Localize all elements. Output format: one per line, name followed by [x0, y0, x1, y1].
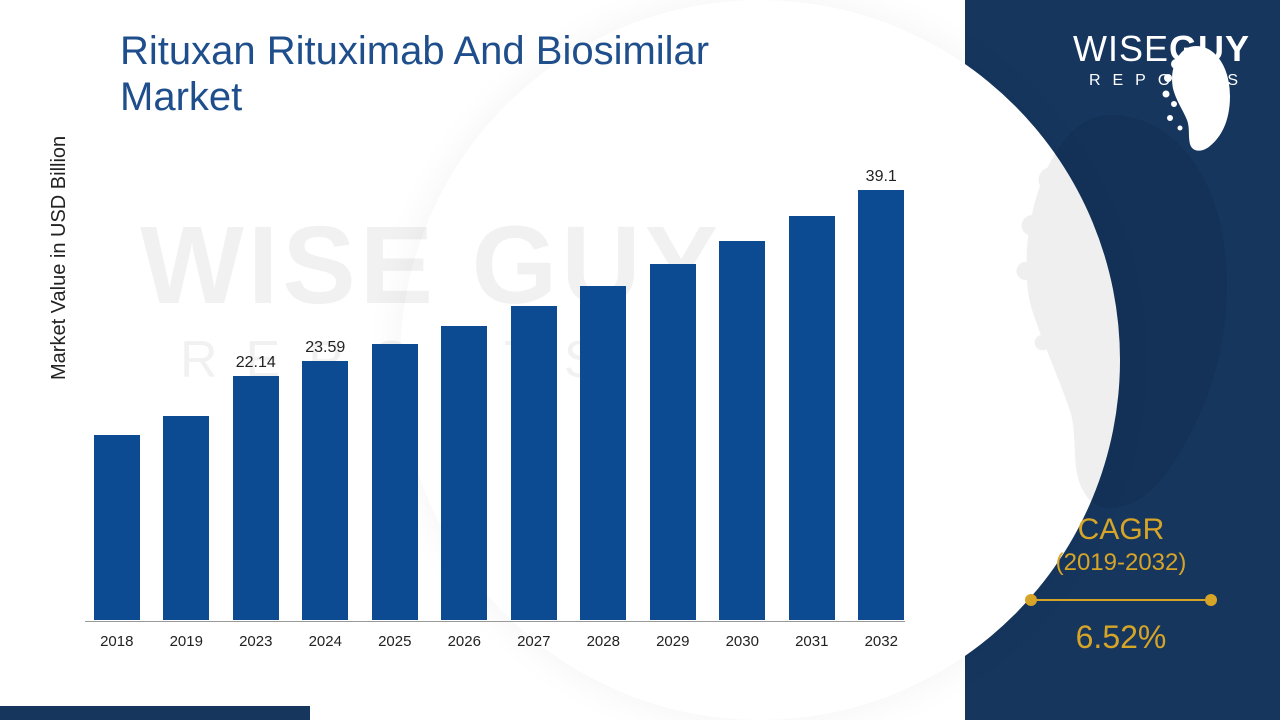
bar-column — [371, 322, 419, 620]
bar-column — [719, 219, 767, 620]
cagr-box: CAGR (2019-2032) 6.52% — [1006, 513, 1236, 656]
x-tick-label: 2027 — [510, 633, 558, 650]
x-tick-label: 2025 — [371, 633, 419, 650]
x-tick-label: 2026 — [441, 633, 489, 650]
bar-rect — [511, 306, 557, 620]
bars-container: 22.14 23.59 39.1 — [85, 160, 905, 620]
bottom-accent-bar — [0, 706, 310, 720]
bar-value-label: 23.59 — [305, 339, 345, 357]
bar-rect — [372, 344, 418, 620]
bar-rect — [94, 435, 140, 620]
bar-column — [93, 413, 141, 620]
bar-column — [649, 242, 697, 620]
bar-value-label: 39.1 — [866, 168, 897, 186]
bar-rect — [580, 286, 626, 620]
brand-logo: WISEGUY REPORTS — [1073, 28, 1250, 90]
bar-value-label: 22.14 — [236, 354, 276, 372]
x-axis-line — [85, 621, 905, 622]
bar-column — [441, 304, 489, 620]
x-tick-label: 2019 — [163, 633, 211, 650]
bar-rect — [302, 361, 348, 620]
x-tick-label: 2032 — [858, 633, 906, 650]
bar-rect — [233, 376, 279, 620]
x-tick-label: 2031 — [788, 633, 836, 650]
cagr-divider — [1031, 599, 1211, 601]
x-tick-label: 2023 — [232, 633, 280, 650]
logo-head-icon — [1154, 42, 1232, 152]
bar-column — [788, 194, 836, 620]
bar-column: 39.1 — [858, 168, 906, 620]
bar-column: 22.14 — [232, 354, 280, 620]
bar-column — [163, 394, 211, 620]
bar-rect — [858, 190, 904, 620]
x-tick-label: 2029 — [649, 633, 697, 650]
y-axis-label: Market Value in USD Billion — [48, 136, 71, 380]
x-tick-label: 2018 — [93, 633, 141, 650]
bar-column — [580, 264, 628, 620]
bar-chart: 22.14 23.59 39.1 — [85, 160, 905, 620]
chart-title: Rituxan Rituximab And Biosimilar Market — [120, 28, 820, 120]
cagr-dot-right — [1205, 594, 1217, 606]
cagr-title: CAGR — [1006, 513, 1236, 547]
bar-rect — [719, 241, 765, 620]
x-tick-label: 2028 — [580, 633, 628, 650]
watermark-head-icon — [980, 100, 1240, 520]
x-tick-label: 2030 — [719, 633, 767, 650]
x-tick-label: 2024 — [302, 633, 350, 650]
x-labels-container: 2018 2019 2023 2024 2025 2026 2027 2028 2029 2030… — [85, 633, 905, 650]
bar-column: 23.59 — [302, 339, 350, 620]
bar-column — [510, 284, 558, 620]
cagr-dot-left — [1025, 594, 1037, 606]
bar-rect — [441, 326, 487, 620]
bar-rect — [789, 216, 835, 620]
bar-rect — [163, 416, 209, 620]
cagr-value: 6.52% — [1006, 619, 1236, 656]
chart-canvas: WISE GUY REPORTS Rituxan Rituximab And B… — [0, 0, 1280, 720]
bar-rect — [650, 264, 696, 620]
cagr-years: (2019-2032) — [1006, 549, 1236, 577]
